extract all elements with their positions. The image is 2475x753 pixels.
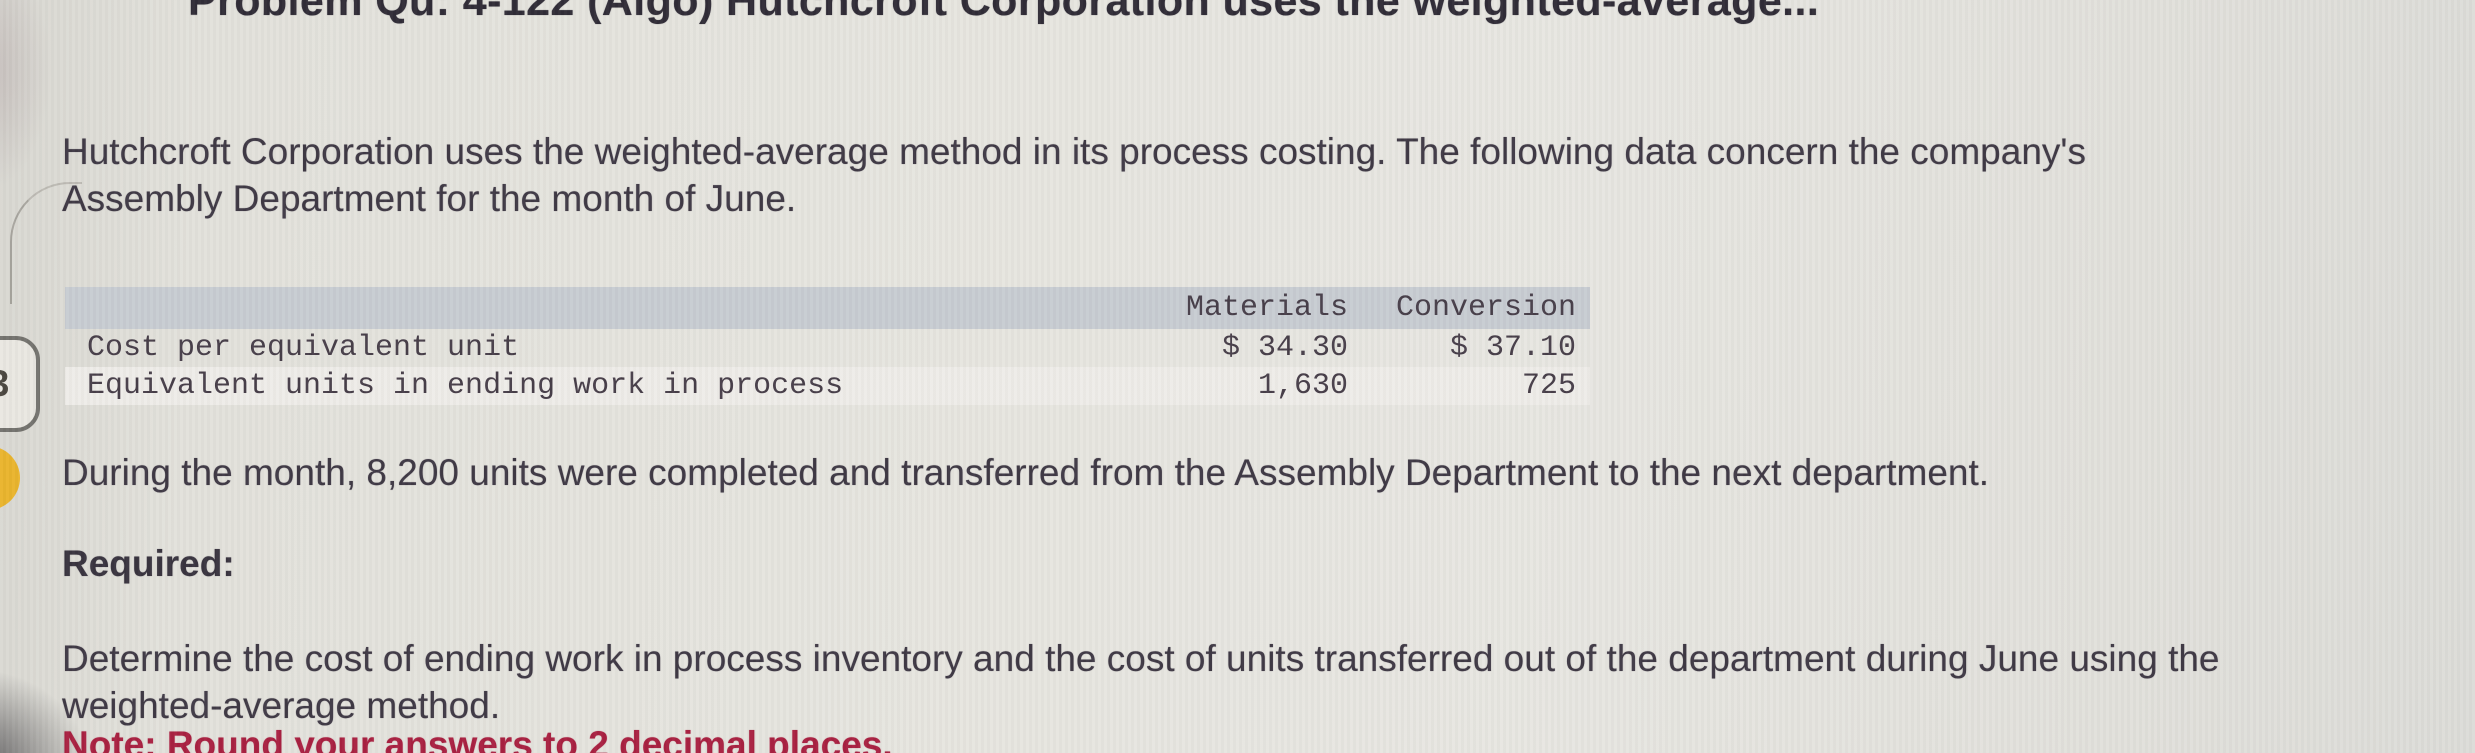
column-header-conversion: Conversion — [1395, 291, 1576, 325]
cell-materials: 1,630 — [1257, 369, 1348, 403]
table-row: Equivalent units in ending work in proce… — [65, 367, 1590, 405]
notification-dot[interactable] — [0, 446, 20, 510]
margin-badge[interactable]: 3 — [0, 336, 40, 432]
cell-conversion: 725 — [1521, 369, 1576, 403]
task-line-1: Determine the cost of ending work in pro… — [62, 638, 2220, 679]
row-label: Cost per equivalent unit — [87, 331, 520, 365]
problem-intro-line-1: Hutchcroft Corporation uses the weighted… — [62, 131, 2086, 172]
table-row: Cost per equivalent unit $ 34.30 $ 37.10 — [65, 329, 1590, 367]
task-paragraph: Determine the cost of ending work in pro… — [62, 635, 2220, 729]
problem-intro: Hutchcroft Corporation uses the weighted… — [62, 128, 2086, 222]
window-title: Problem Qu: 4-122 (Algo) Hutchcroft Corp… — [188, 0, 1820, 25]
required-heading: Required: — [62, 543, 235, 584]
row-label: Equivalent units in ending work in proce… — [87, 369, 844, 403]
data-table: Materials Conversion Cost per equivalent… — [65, 287, 1590, 405]
during-paragraph: During the month, 8,200 units were compl… — [62, 452, 1990, 493]
note-text: Note: Round your answers to 2 decimal pl… — [62, 724, 893, 753]
table-header-row: Materials Conversion — [65, 287, 1590, 329]
column-header-materials: Materials — [1185, 291, 1348, 325]
margin-badge-count: 3 — [0, 363, 9, 405]
cell-materials: $ 34.30 — [1221, 331, 1348, 365]
cell-conversion: $ 37.10 — [1449, 331, 1576, 365]
task-line-2: weighted-average method. — [62, 685, 501, 726]
problem-intro-line-2: Assembly Department for the month of Jun… — [62, 178, 797, 219]
